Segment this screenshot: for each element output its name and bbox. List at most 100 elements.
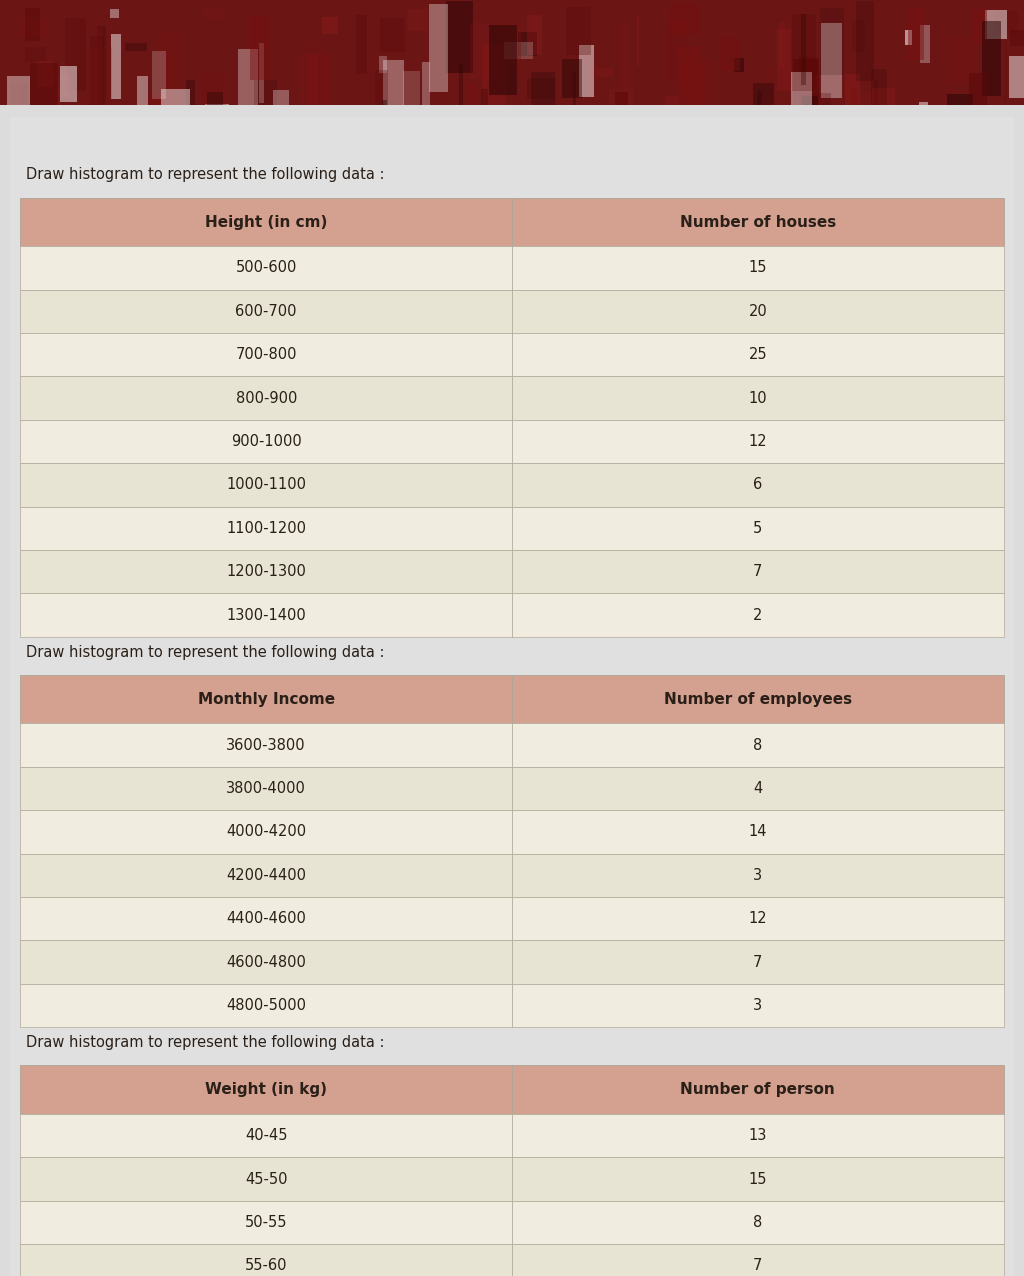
Bar bbox=[137, 75, 148, 120]
Bar bbox=[20, 723, 512, 767]
Text: 55-60: 55-60 bbox=[245, 1258, 288, 1273]
Bar bbox=[562, 60, 583, 97]
Bar bbox=[152, 51, 166, 100]
Bar bbox=[375, 70, 388, 137]
Bar bbox=[793, 14, 815, 91]
Bar bbox=[259, 43, 264, 103]
Bar bbox=[23, 18, 50, 37]
Bar bbox=[857, 93, 888, 158]
Bar bbox=[504, 42, 532, 59]
Bar bbox=[793, 59, 819, 126]
Text: 1300-1400: 1300-1400 bbox=[226, 607, 306, 623]
Bar bbox=[753, 83, 774, 166]
Bar bbox=[148, 94, 167, 115]
Bar bbox=[512, 723, 1004, 767]
Bar bbox=[57, 75, 69, 97]
Bar bbox=[512, 1201, 1004, 1244]
Bar bbox=[982, 20, 1001, 96]
Bar bbox=[125, 43, 146, 51]
Bar bbox=[512, 463, 1004, 507]
Text: 8: 8 bbox=[753, 1215, 763, 1230]
Bar bbox=[637, 15, 639, 66]
Bar bbox=[579, 45, 594, 97]
Bar bbox=[383, 60, 403, 143]
Bar bbox=[804, 103, 809, 182]
Text: 2: 2 bbox=[753, 607, 763, 623]
Bar bbox=[851, 88, 858, 148]
Bar bbox=[870, 69, 887, 122]
Bar bbox=[972, 9, 987, 43]
Bar bbox=[20, 1114, 512, 1157]
Bar bbox=[31, 63, 58, 128]
Bar bbox=[250, 17, 270, 79]
Bar bbox=[791, 73, 812, 140]
Bar bbox=[994, 11, 1018, 34]
Bar bbox=[20, 376, 512, 420]
Text: Number of employees: Number of employees bbox=[664, 692, 852, 707]
Bar bbox=[512, 675, 1004, 723]
Text: Number of person: Number of person bbox=[680, 1082, 836, 1097]
Bar bbox=[512, 1065, 1004, 1114]
Bar bbox=[445, 1, 473, 73]
Bar bbox=[719, 37, 739, 71]
Bar bbox=[800, 93, 830, 176]
Bar bbox=[820, 8, 845, 75]
Text: 12: 12 bbox=[749, 911, 767, 926]
Bar bbox=[595, 69, 614, 77]
Bar bbox=[59, 66, 77, 102]
Bar bbox=[949, 37, 975, 83]
Bar bbox=[379, 55, 387, 73]
Text: 800-900: 800-900 bbox=[236, 390, 297, 406]
Bar bbox=[666, 96, 679, 106]
Bar bbox=[422, 61, 430, 120]
Bar bbox=[20, 767, 512, 810]
Bar bbox=[480, 89, 487, 175]
Bar bbox=[678, 46, 702, 111]
Bar bbox=[20, 854, 512, 897]
Bar bbox=[947, 94, 973, 180]
Bar bbox=[512, 1157, 1004, 1201]
Bar bbox=[856, 1, 874, 82]
Bar bbox=[905, 31, 912, 45]
Text: 25: 25 bbox=[749, 347, 767, 362]
Bar bbox=[512, 810, 1004, 854]
Text: 3: 3 bbox=[754, 998, 762, 1013]
Bar bbox=[482, 46, 507, 107]
Bar bbox=[470, 23, 489, 79]
Bar bbox=[20, 290, 512, 333]
Text: Number of houses: Number of houses bbox=[680, 214, 836, 230]
Text: 4400-4600: 4400-4600 bbox=[226, 911, 306, 926]
Bar bbox=[20, 420, 512, 463]
Bar bbox=[56, 87, 60, 144]
Bar bbox=[518, 32, 538, 56]
Bar bbox=[20, 550, 512, 593]
Text: 13: 13 bbox=[749, 1128, 767, 1143]
Bar bbox=[20, 940, 512, 984]
Bar bbox=[779, 23, 785, 69]
Bar bbox=[20, 897, 512, 940]
Bar bbox=[239, 48, 258, 131]
Bar bbox=[356, 15, 367, 74]
Bar bbox=[1011, 29, 1024, 46]
Bar bbox=[165, 52, 172, 120]
Bar bbox=[669, 20, 686, 83]
Bar bbox=[586, 55, 595, 91]
Bar bbox=[512, 246, 1004, 290]
Bar bbox=[308, 54, 330, 144]
Bar bbox=[409, 9, 428, 31]
Text: 700-800: 700-800 bbox=[236, 347, 297, 362]
Bar bbox=[50, 65, 68, 80]
Text: 50-55: 50-55 bbox=[245, 1215, 288, 1230]
Bar bbox=[615, 92, 628, 182]
Bar bbox=[621, 20, 630, 102]
Bar bbox=[20, 1065, 512, 1114]
Bar bbox=[7, 75, 30, 138]
Bar bbox=[845, 74, 860, 119]
Bar bbox=[761, 103, 786, 185]
Text: Weight (in kg): Weight (in kg) bbox=[205, 1082, 328, 1097]
Bar bbox=[299, 54, 317, 103]
Bar bbox=[871, 88, 895, 112]
Bar bbox=[201, 73, 225, 163]
Bar bbox=[459, 64, 463, 137]
Text: 6: 6 bbox=[753, 477, 763, 493]
